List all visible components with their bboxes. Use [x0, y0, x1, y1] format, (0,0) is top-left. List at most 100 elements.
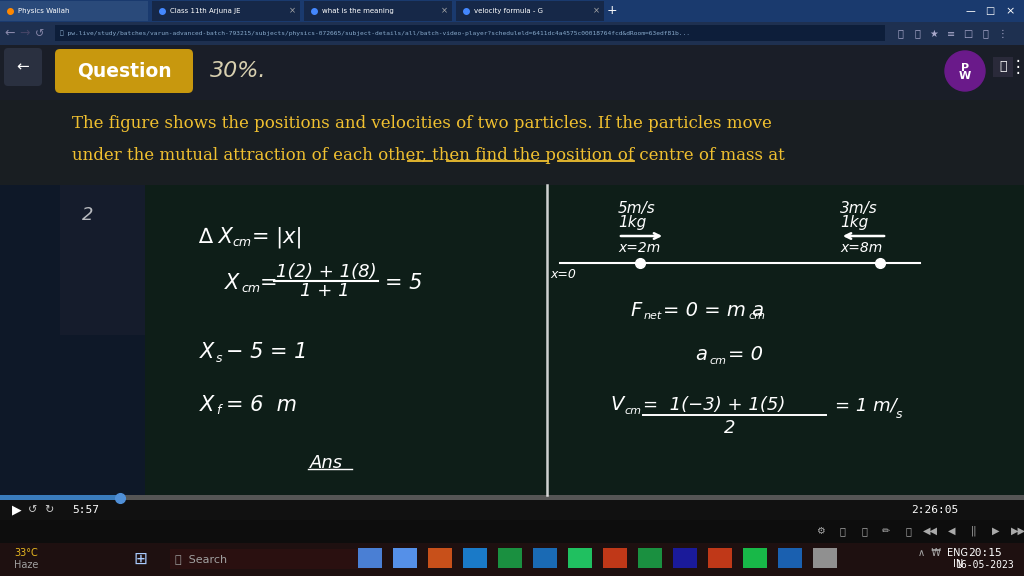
Text: x=8m: x=8m	[840, 241, 883, 255]
FancyBboxPatch shape	[638, 548, 662, 568]
Text: 3m/s: 3m/s	[840, 200, 878, 215]
Text: 🔍  Search: 🔍 Search	[175, 554, 227, 564]
Text: Question: Question	[77, 62, 171, 81]
Text: +: +	[606, 5, 617, 17]
FancyBboxPatch shape	[0, 185, 145, 495]
Text: 1 + 1: 1 + 1	[300, 282, 349, 300]
FancyBboxPatch shape	[0, 520, 1024, 543]
Text: = 6  m: = 6 m	[226, 395, 297, 415]
FancyBboxPatch shape	[152, 1, 300, 21]
Text: Ans: Ans	[310, 454, 343, 472]
Text: cm: cm	[241, 282, 260, 295]
FancyBboxPatch shape	[456, 1, 604, 21]
Text: ◀: ◀	[948, 526, 955, 536]
FancyBboxPatch shape	[55, 49, 193, 93]
FancyBboxPatch shape	[534, 548, 557, 568]
FancyBboxPatch shape	[393, 548, 417, 568]
Text: 1kg: 1kg	[840, 214, 868, 229]
Text: ↺: ↺	[35, 28, 45, 39]
Text: ★: ★	[930, 28, 938, 39]
Text: ||: ||	[971, 526, 977, 536]
Text: 5m/s: 5m/s	[618, 200, 655, 215]
Text: X: X	[225, 273, 240, 293]
Text: ⭐: ⭐	[914, 28, 920, 39]
FancyBboxPatch shape	[0, 0, 1024, 22]
FancyBboxPatch shape	[0, 495, 120, 500]
FancyBboxPatch shape	[0, 45, 1024, 100]
Text: s: s	[216, 351, 222, 365]
FancyBboxPatch shape	[743, 548, 767, 568]
Text: ×: ×	[593, 6, 599, 16]
Text: ×: ×	[1006, 6, 1015, 16]
Text: □: □	[964, 28, 973, 39]
Text: ⋮: ⋮	[997, 28, 1007, 39]
Text: ×: ×	[440, 6, 447, 16]
Text: □: □	[985, 6, 994, 16]
Text: ENG: ENG	[947, 548, 969, 558]
Text: 2: 2	[724, 419, 735, 437]
Text: V: V	[610, 396, 624, 415]
Text: = |x|: = |x|	[252, 226, 302, 248]
Text: ∆ X: ∆ X	[198, 227, 232, 247]
Text: 16-05-2023: 16-05-2023	[955, 560, 1015, 570]
Text: ↺: ↺	[28, 505, 37, 515]
Text: 20:15: 20:15	[968, 548, 1001, 558]
Text: —: —	[966, 6, 975, 16]
Text: ≡: ≡	[947, 28, 955, 39]
Text: ×: ×	[289, 6, 296, 16]
Text: s: s	[896, 408, 902, 422]
FancyBboxPatch shape	[0, 543, 1024, 576]
FancyBboxPatch shape	[813, 548, 837, 568]
Text: 5:57: 5:57	[72, 505, 99, 515]
Text: The figure shows the positions and velocities of two particles. If the particles: The figure shows the positions and veloc…	[72, 115, 772, 131]
Text: P: P	[961, 63, 969, 73]
Text: →: →	[19, 27, 31, 40]
Text: 🔒 pw.live/study/batches/varun-advanced-batch-793215/subjects/physics-072665/subj: 🔒 pw.live/study/batches/varun-advanced-b…	[60, 30, 690, 36]
Text: 1(2) + 1(8): 1(2) + 1(8)	[276, 263, 377, 281]
Text: 30%.: 30%.	[210, 61, 266, 81]
Text: ⋮: ⋮	[1010, 58, 1024, 76]
Text: ⊞: ⊞	[133, 550, 146, 568]
Text: X: X	[200, 395, 214, 415]
Text: x=2m: x=2m	[618, 241, 660, 255]
FancyBboxPatch shape	[708, 548, 732, 568]
Text: ▶: ▶	[12, 503, 22, 517]
Text: ◀◀: ◀◀	[923, 526, 938, 536]
Text: net: net	[644, 311, 663, 321]
Text: a: a	[695, 346, 707, 365]
Text: cm: cm	[748, 311, 765, 321]
Text: Physics Wallah: Physics Wallah	[18, 8, 70, 14]
Text: IN: IN	[953, 559, 964, 569]
Text: ✏: ✏	[882, 526, 890, 536]
FancyBboxPatch shape	[568, 548, 592, 568]
Text: − 5 = 1: − 5 = 1	[226, 342, 307, 362]
Text: ▶▶: ▶▶	[1011, 526, 1024, 536]
FancyBboxPatch shape	[170, 549, 370, 569]
Text: ←: ←	[16, 59, 30, 74]
Text: F: F	[630, 301, 641, 320]
Text: ⚙: ⚙	[816, 526, 824, 536]
Text: ←: ←	[5, 27, 15, 40]
Text: 1kg: 1kg	[618, 214, 646, 229]
Text: ⬜: ⬜	[897, 28, 903, 39]
FancyBboxPatch shape	[60, 185, 145, 335]
FancyBboxPatch shape	[4, 48, 42, 86]
Text: 🔊: 🔊	[905, 526, 911, 536]
FancyBboxPatch shape	[993, 57, 1013, 77]
Circle shape	[945, 51, 985, 91]
Text: 👤: 👤	[982, 28, 988, 39]
FancyBboxPatch shape	[463, 548, 487, 568]
FancyBboxPatch shape	[0, 1, 148, 21]
FancyBboxPatch shape	[0, 185, 1024, 495]
FancyBboxPatch shape	[358, 548, 382, 568]
Text: under the mutual attraction of each other, then find the position of centre of m: under the mutual attraction of each othe…	[72, 146, 784, 164]
FancyBboxPatch shape	[0, 100, 1024, 185]
FancyBboxPatch shape	[304, 1, 452, 21]
FancyBboxPatch shape	[55, 25, 885, 41]
Text: W: W	[958, 71, 971, 81]
FancyBboxPatch shape	[778, 548, 802, 568]
FancyBboxPatch shape	[0, 495, 1024, 520]
Text: x=0: x=0	[550, 268, 575, 282]
Text: 📋: 📋	[861, 526, 867, 536]
Text: 2: 2	[82, 206, 93, 224]
